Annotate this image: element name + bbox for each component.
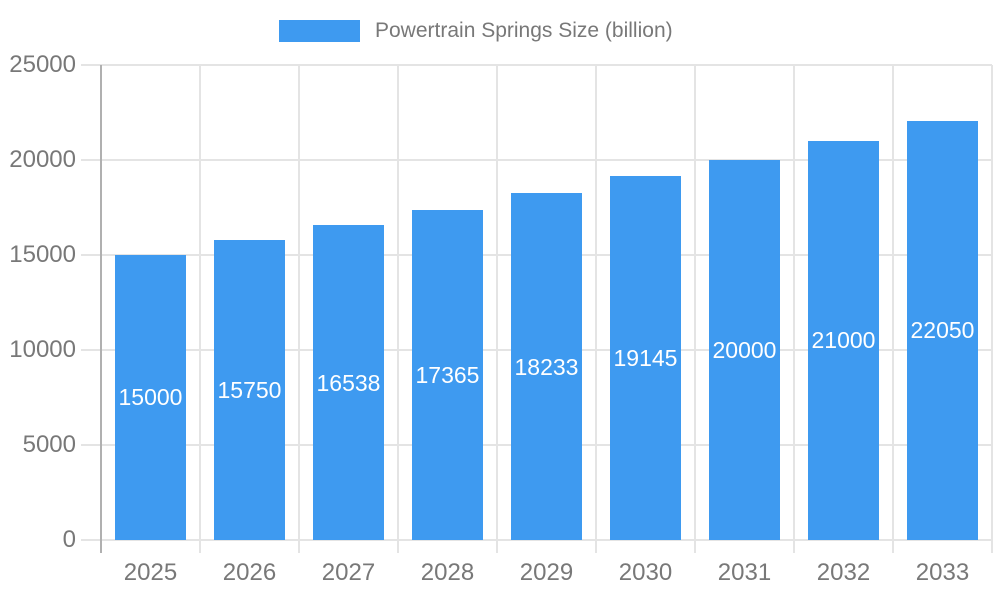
- gridline-vertical: [397, 64, 399, 553]
- y-tick-label: 5000: [22, 430, 76, 458]
- x-tick-label: 2026: [222, 559, 277, 586]
- bar: [412, 209, 483, 540]
- bar: [610, 175, 681, 540]
- bar-value-label: 21000: [811, 327, 876, 354]
- x-tick-label: 2030: [618, 559, 673, 586]
- gridline-vertical: [991, 64, 993, 553]
- gridline-vertical: [793, 64, 795, 553]
- bar-value-label: 18233: [514, 353, 579, 380]
- y-tick-label: 0: [62, 526, 76, 553]
- bar: [808, 140, 879, 540]
- x-tick-label: 2033: [915, 559, 970, 586]
- bar: [511, 193, 582, 540]
- x-tick-label: 2032: [816, 559, 871, 586]
- x-tick-label: 2028: [420, 559, 475, 586]
- gridline-vertical: [892, 64, 894, 553]
- y-tick-label: 20000: [9, 145, 76, 173]
- gridline-vertical: [496, 64, 498, 553]
- y-tick-label: 15000: [9, 240, 76, 268]
- bar-value-label: 17365: [415, 361, 480, 388]
- bar: [907, 120, 978, 540]
- gridline-vertical: [694, 64, 696, 553]
- bar-value-label: 20000: [712, 336, 777, 363]
- x-tick-label: 2029: [519, 559, 574, 586]
- gridline-vertical: [595, 64, 597, 553]
- gridline-horizontal: [81, 63, 992, 66]
- bar: [313, 225, 384, 540]
- bar-value-label: 15750: [217, 377, 282, 404]
- bar-value-label: 15000: [118, 384, 183, 411]
- y-tick-label: 25000: [9, 50, 76, 78]
- gridline-vertical: [298, 64, 300, 553]
- x-tick-label: 2031: [717, 559, 772, 586]
- y-axis-line: [100, 64, 102, 553]
- bar-value-label: 19145: [613, 344, 678, 371]
- x-tick-label: 2025: [123, 559, 178, 586]
- gridline-horizontal: [81, 539, 992, 541]
- gridline-horizontal: [81, 158, 992, 161]
- bar: [214, 240, 285, 540]
- bar: [115, 254, 186, 540]
- gridline-vertical: [199, 64, 201, 553]
- bar-value-label: 16538: [316, 369, 381, 396]
- legend-swatch: [279, 19, 360, 42]
- bar: [709, 159, 780, 540]
- legend: Powertrain Springs Size (billion): [279, 19, 673, 42]
- bar-value-label: 22050: [910, 317, 975, 344]
- x-tick-label: 2027: [321, 559, 376, 586]
- y-tick-label: 10000: [9, 335, 76, 363]
- legend-label: Powertrain Springs Size (billion): [375, 18, 673, 42]
